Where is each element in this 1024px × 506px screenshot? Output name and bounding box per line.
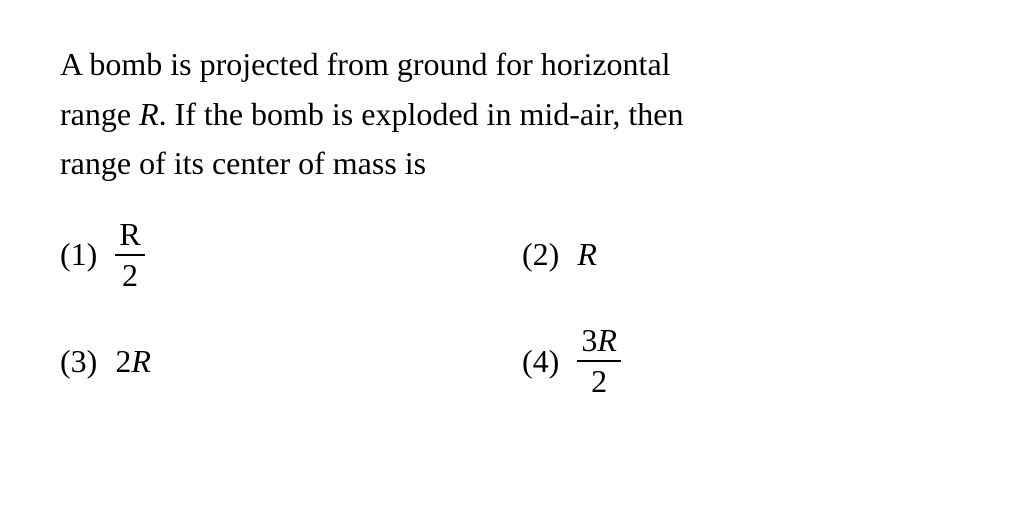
option-4-coef: 3 — [581, 322, 597, 358]
option-4-var: R — [597, 322, 617, 358]
question-text: A bomb is projected from ground for hori… — [60, 40, 964, 189]
option-3-coef: 2 — [115, 343, 131, 380]
option-4-bar — [577, 360, 621, 362]
option-4-value: 3R 2 — [577, 323, 621, 399]
option-1-fraction: R 2 — [115, 217, 144, 293]
option-3-value: 2R — [115, 343, 151, 380]
option-1-denominator: 2 — [118, 258, 142, 293]
question-line2-part2: . If the bomb is exploded in mid-air, th… — [159, 96, 684, 132]
option-3-number: (3) — [60, 343, 97, 380]
option-2-number: (2) — [522, 236, 559, 273]
option-2-text: R — [577, 236, 597, 273]
option-4-denominator: 2 — [587, 364, 611, 399]
option-1-number: (1) — [60, 236, 97, 273]
option-3: (3) 2R — [60, 323, 502, 399]
question-line3: range of its center of mass is — [60, 145, 426, 181]
option-2: (2) R — [522, 217, 964, 293]
option-1-numerator: R — [115, 217, 144, 252]
question-line1: A bomb is projected from ground for hori… — [60, 46, 671, 82]
question-line2-part1: range — [60, 96, 139, 132]
option-1: (1) R 2 — [60, 217, 502, 293]
question-var-R: R — [139, 96, 159, 132]
options-grid: (1) R 2 (2) R (3) 2R (4) 3R 2 — [60, 217, 964, 400]
option-4: (4) 3R 2 — [522, 323, 964, 399]
option-4-fraction: 3R 2 — [577, 323, 621, 399]
option-4-numerator: 3R — [577, 323, 621, 358]
option-1-bar — [115, 254, 144, 256]
option-2-value: R — [577, 236, 597, 273]
option-1-value: R 2 — [115, 217, 144, 293]
option-3-text: R — [131, 343, 151, 380]
option-4-number: (4) — [522, 343, 559, 380]
